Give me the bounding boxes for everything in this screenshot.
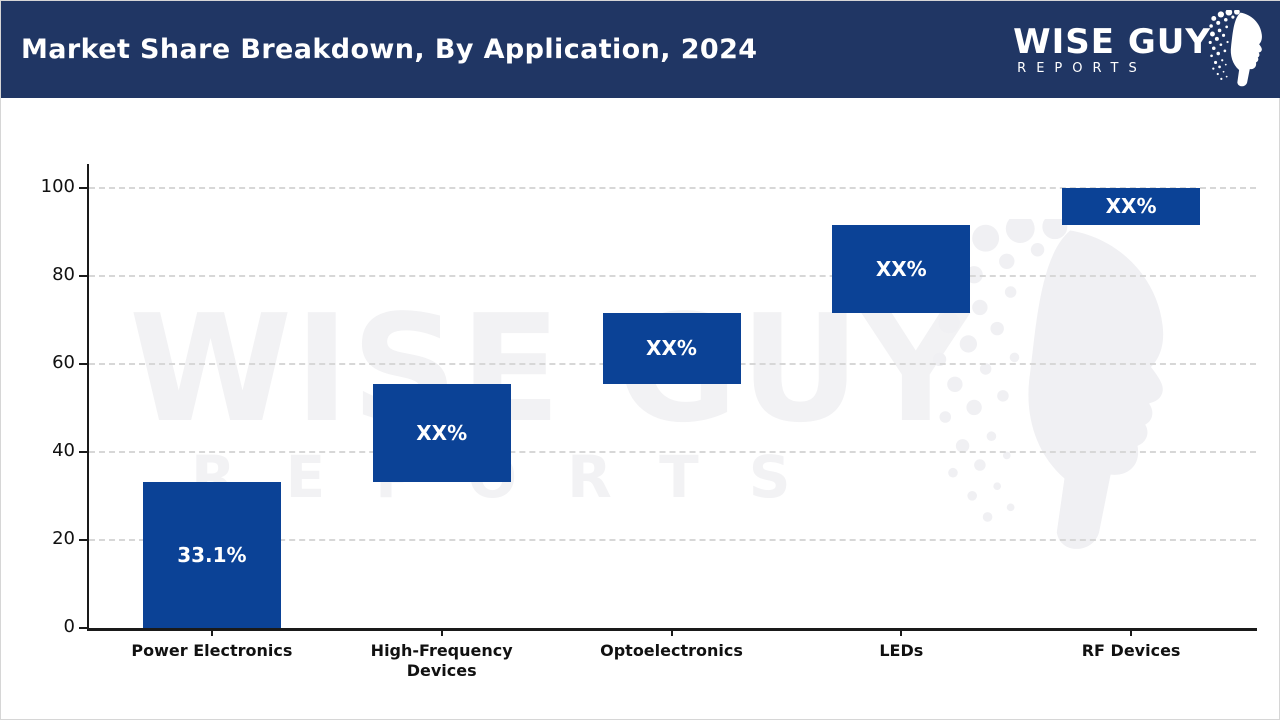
y-tick-label-60: 60 — [52, 352, 75, 373]
y-tick-label-20: 20 — [52, 528, 75, 549]
logo-wordmark: WISE GUY — [1013, 21, 1211, 62]
header-bar: Market Share Breakdown, By Application, … — [1, 1, 1280, 98]
y-axis-line — [87, 164, 89, 630]
x-tick-leds — [900, 630, 903, 636]
wiseguy-head-icon — [1208, 9, 1262, 86]
y-tick-100 — [79, 187, 87, 189]
bar-value-label: XX% — [646, 336, 697, 361]
logo-subtitle: REPORTS — [1017, 60, 1147, 76]
bar-high-frequency-devices: XX% — [372, 383, 511, 483]
y-tick-label-40: 40 — [52, 440, 75, 461]
watermark-subtitle: REPORTS — [191, 443, 841, 511]
bar-optoelectronics: XX% — [602, 312, 741, 384]
category-label-optoelectronics: Optoelectronics — [600, 641, 743, 660]
bar-value-label: XX% — [1105, 194, 1157, 219]
x-tick-power-electronics — [210, 630, 213, 636]
y-tick-label-0: 0 — [63, 616, 75, 637]
page-title: Market Share Breakdown, By Application, … — [21, 34, 758, 65]
y-tick-label-80: 80 — [52, 264, 75, 285]
y-tick-20 — [79, 539, 87, 541]
gridline-20 — [89, 539, 1256, 541]
category-label-leds: LEDs — [879, 641, 924, 660]
bar-value-label: 33.1% — [177, 543, 247, 568]
wiseguy-logo: WISE GUY REPORTS — [1013, 9, 1265, 90]
logo-text: WISE GUY REPORTS — [1013, 25, 1211, 75]
gridline-40 — [89, 451, 1256, 453]
bar-rf-devices: XX% — [1062, 188, 1201, 225]
x-tick-optoelectronics — [670, 630, 673, 636]
head-dots — [1208, 9, 1240, 80]
y-tick-80 — [79, 275, 87, 277]
category-label-rf-devices: RF Devices — [1081, 641, 1181, 660]
head-profile — [1230, 12, 1262, 86]
bar-value-label: XX% — [416, 421, 468, 446]
bar-leds: XX% — [832, 224, 971, 313]
x-axis-line — [87, 628, 1257, 631]
category-label-high-frequency-devices: High-Frequency Devices — [370, 641, 513, 680]
gridline-80 — [89, 275, 1256, 277]
y-tick-60 — [79, 363, 87, 365]
y-tick-40 — [79, 451, 87, 453]
x-tick-high-frequency-devices — [440, 630, 443, 636]
y-tick-0 — [79, 627, 87, 629]
bar-power-electronics: 33.1% — [142, 482, 281, 628]
category-label-power-electronics: Power Electronics — [131, 641, 293, 660]
bar-value-label: XX% — [875, 256, 927, 281]
y-tick-label-100: 100 — [40, 176, 75, 197]
x-tick-rf-devices — [1130, 630, 1133, 636]
gridline-100 — [89, 187, 1256, 189]
watermark-wordmark: WISE GUY — [129, 283, 972, 455]
